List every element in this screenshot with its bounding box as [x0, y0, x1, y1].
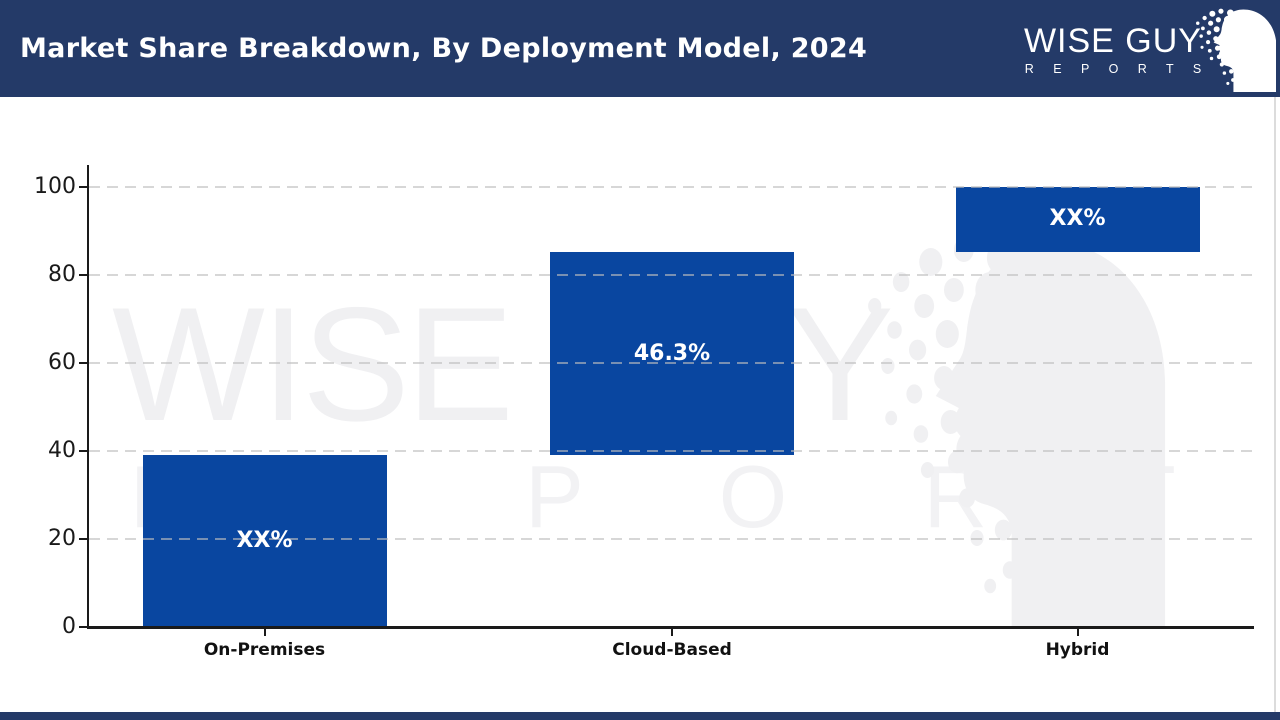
- y-tick-60: [79, 362, 88, 364]
- gridline-80: [89, 274, 1253, 276]
- bar-cloud-based: [550, 251, 794, 456]
- gridline-40: [89, 450, 1253, 452]
- x-axis-line: [87, 626, 1254, 629]
- x-tick-cloud-based: [671, 629, 673, 636]
- logo-text: WISE GUY R E P O R T S: [1024, 22, 1202, 76]
- x-tick-on-premises: [263, 629, 266, 636]
- y-tick-label-0: 0: [62, 614, 76, 639]
- bar-on-premises: [142, 455, 387, 627]
- x-tick-label-cloud-based: Cloud-Based: [612, 640, 732, 660]
- head-profile-dots-icon: [1196, 8, 1276, 92]
- watermark-head-profile-dots-icon: [868, 238, 1166, 626]
- bar-hybrid: [955, 187, 1200, 252]
- x-tick-label-on-premises: On-Premises: [203, 640, 326, 660]
- x-tick-label-hybrid: Hybrid: [1045, 640, 1110, 660]
- bar-label-hybrid: XX%: [1049, 206, 1106, 232]
- logo-wordmark: WISE GUY: [1023, 21, 1202, 60]
- plot-right-border: [1274, 97, 1276, 712]
- x-tick-hybrid: [1076, 629, 1079, 636]
- wise-guy-reports-logo: WISE GUY R E P O R T S: [1024, 0, 1280, 97]
- y-tick-80: [79, 274, 88, 276]
- y-tick-label-100: 100: [34, 174, 76, 199]
- title-bar: Market Share Breakdown, By Deployment Mo…: [0, 0, 1280, 97]
- y-tick-label-60: 60: [48, 350, 76, 375]
- gridline-60: [89, 362, 1253, 364]
- gridline-100: [89, 186, 1253, 188]
- y-tick-20: [79, 538, 88, 540]
- y-tick-label-20: 20: [48, 526, 76, 551]
- bar-label-cloud-based: 46.3%: [633, 340, 711, 366]
- logo-subtitle: R E P O R T S: [1024, 61, 1210, 76]
- gridline-20: [89, 538, 1253, 540]
- chart-title: Market Share Breakdown, By Deployment Mo…: [20, 33, 868, 64]
- footer-bar: [0, 712, 1280, 720]
- y-tick-label-80: 80: [48, 262, 76, 287]
- y-tick-label-40: 40: [48, 438, 76, 463]
- y-tick-100: [79, 186, 88, 188]
- bar-label-on-premises: XX%: [236, 528, 293, 554]
- y-tick-0: [79, 626, 88, 628]
- y-axis-line: [87, 165, 89, 628]
- y-tick-40: [79, 450, 88, 452]
